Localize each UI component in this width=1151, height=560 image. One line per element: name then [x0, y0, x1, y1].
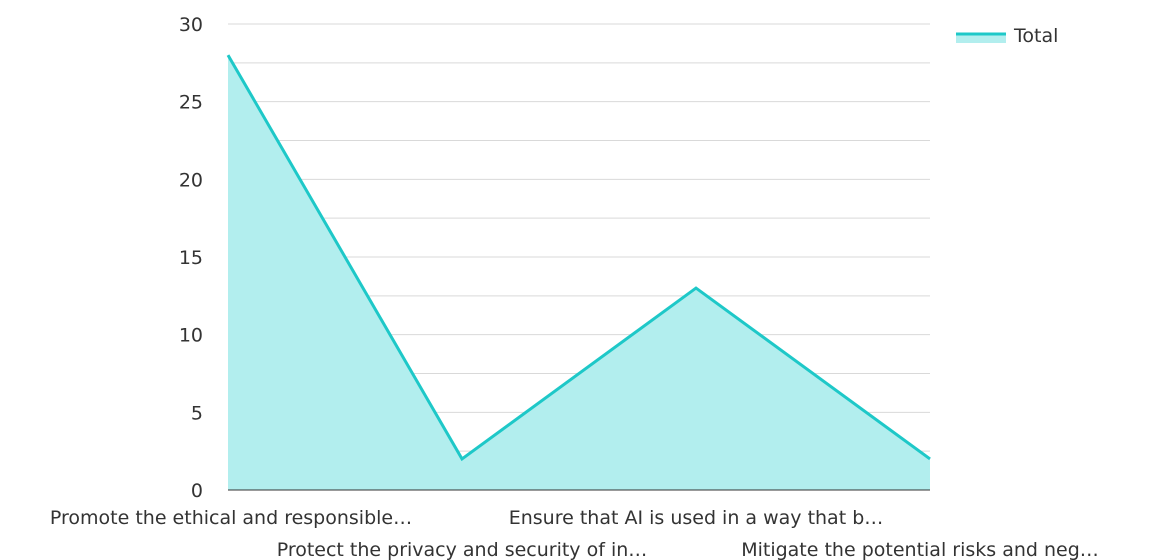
- y-tick-label: 5: [191, 402, 203, 424]
- y-tick-label: 20: [179, 169, 203, 191]
- y-tick-label: 0: [191, 480, 203, 502]
- x-tick-label: Mitigate the potential risks and neg…: [741, 539, 1099, 560]
- x-axis-ticks: Promote the ethical and responsible… Prot…: [50, 507, 1099, 560]
- y-axis-ticks: 0 5 10 15 20 25 30: [179, 14, 203, 502]
- y-tick-label: 30: [179, 14, 203, 36]
- y-tick-label: 25: [179, 92, 203, 114]
- plot-area: [226, 54, 931, 491]
- legend-label-total: Total: [1013, 25, 1058, 47]
- x-tick-label: Ensure that AI is used in a way that b…: [509, 507, 884, 529]
- legend-swatch-total: [956, 33, 1006, 43]
- y-tick-label: 15: [179, 247, 203, 269]
- y-tick-label: 10: [179, 325, 203, 347]
- series-total-line: [226, 54, 931, 462]
- series-total-area: [228, 55, 930, 491]
- x-tick-label: Promote the ethical and responsible…: [50, 507, 412, 529]
- legend: Total: [956, 25, 1058, 47]
- x-tick-label: Protect the privacy and security of in…: [277, 539, 648, 560]
